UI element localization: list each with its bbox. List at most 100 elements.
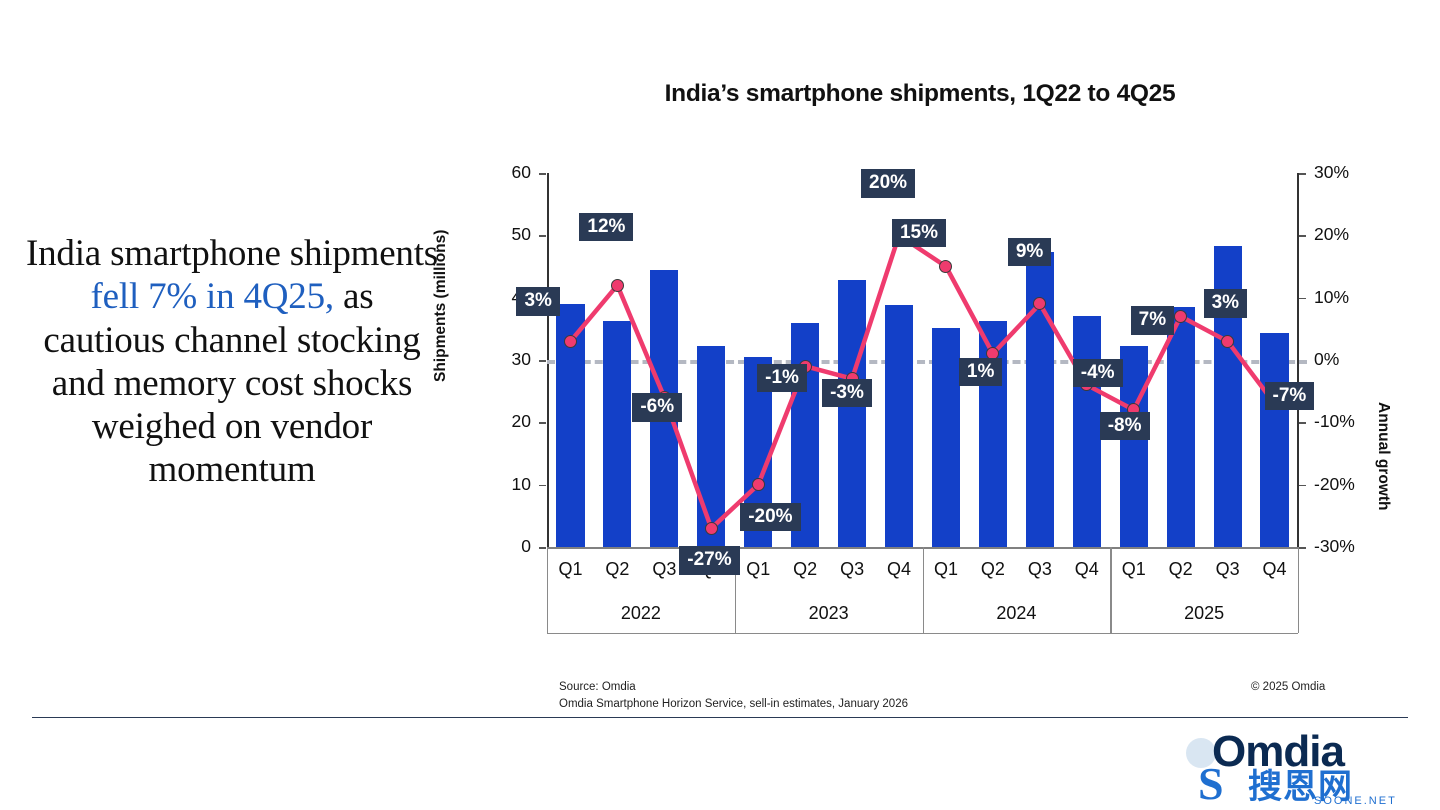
y-axis-right-tick-label: -20% (1314, 473, 1355, 494)
x-axis-year-label: 2025 (1184, 603, 1225, 623)
x-axis-year-label: 2024 (996, 603, 1037, 623)
zero-growth-reference-line (547, 360, 1307, 364)
y-axis-right-tick-label: 0% (1314, 349, 1340, 369)
y-axis-left-tick-mark (539, 173, 546, 175)
x-axis-quarter-label: Q3 (1027, 559, 1052, 579)
watermark: S 搜恩网 SOONE.NET (1196, 757, 1440, 810)
x-axis-quarter-label: Q4 (1262, 559, 1287, 579)
bar (838, 279, 867, 547)
growth-point (610, 278, 624, 292)
watermark-mark-icon: S (1198, 758, 1224, 809)
y-axis-left-tick-label: 30 (511, 349, 531, 369)
x-axis-quarter-label: Q3 (1215, 559, 1240, 579)
y-axis-right-title: Annual growth (1375, 402, 1392, 511)
y-axis-left-tick-mark (539, 422, 546, 424)
y-axis-left-title: Shipments (millions) (432, 229, 449, 382)
y-axis-left-tick-label: 60 (511, 162, 531, 182)
x-axis-group-separator (547, 547, 549, 633)
chart-title: India’s smartphone shipments, 1Q22 to 4Q… (664, 80, 1176, 107)
y-axis-right-tick-label: -10% (1314, 411, 1355, 432)
growth-point (939, 260, 953, 273)
y-axis-right-tick-mark (1299, 297, 1306, 300)
y-axis-left-tick-label: 20 (511, 411, 531, 432)
x-axis-quarter-label: Q4 (1074, 559, 1099, 579)
y-axis-right-tick-mark (1299, 484, 1306, 487)
x-axis-quarter-label: Q2 (793, 559, 818, 579)
y-axis-right-tick-label: -30% (1314, 536, 1355, 556)
growth-data-label: -1% (757, 364, 807, 393)
y-axis-right-tick-mark (1299, 422, 1306, 424)
growth-point (1221, 334, 1235, 348)
bar (884, 304, 914, 547)
y-axis-left-tick-mark (539, 547, 546, 549)
x-axis-quarter-label: Q1 (1121, 559, 1146, 579)
x-axis-quarter-label: Q2 (980, 559, 1005, 579)
growth-data-label: -8% (1099, 411, 1150, 441)
x-axis-group-separator (1110, 547, 1112, 633)
bar (697, 346, 726, 547)
x-axis-quarter-label: Q1 (933, 559, 958, 579)
growth-data-label: -3% (822, 378, 872, 407)
growth-point (751, 478, 765, 492)
omdia-logo-text: Omdia (1212, 727, 1345, 776)
y-axis-right-tick-label: 10% (1314, 286, 1350, 307)
bar (1072, 315, 1101, 547)
omdia-logo: Omdia (1186, 727, 1345, 777)
growth-line-series (568, 233, 1277, 531)
y-axis-right-tick-mark (1299, 547, 1306, 549)
y-axis-left-tick-label: 50 (511, 224, 531, 245)
watermark-text: 搜恩网 (1248, 768, 1353, 806)
x-axis-quarter-label: Q1 (558, 559, 583, 579)
growth-point (704, 521, 718, 535)
headline-part-2: as cautious channel stocking and memory … (43, 276, 421, 491)
headline-text: India smartphone shipments fell 7% in 4Q… (26, 232, 438, 492)
growth-data-label: -27% (679, 546, 740, 575)
growth-point (1033, 297, 1047, 311)
growth-data-label: -20% (740, 502, 801, 531)
growth-data-label: 12% (579, 213, 634, 242)
bar (603, 320, 632, 547)
headline-part-1: India smartphone shipments (26, 233, 439, 274)
bar (1260, 332, 1289, 547)
copyright-note: © 2025 Omdia (1251, 681, 1326, 693)
x-axis-group-separator (734, 547, 737, 633)
footer-divider (32, 717, 1408, 719)
y-axis-left-tick-mark (539, 484, 546, 487)
omdia-logo-mark (1186, 738, 1216, 768)
y-axis-right-tick-mark (1299, 235, 1306, 237)
growth-data-label: -4% (1072, 358, 1123, 388)
source-note: Source: Omdia Omdia Smartphone Horizon S… (559, 679, 908, 712)
x-axis-quarter-label: Q2 (605, 559, 630, 579)
y-axis-right-tick-mark (1299, 173, 1306, 175)
x-axis-year-label: 2023 (808, 603, 849, 623)
plot-area: 0102030405060 -30%-20%-10%0%10%20%30% 3%… (512, 162, 1355, 575)
x-axis-quarter-label: Q4 (887, 559, 912, 579)
growth-data-label: 1% (958, 357, 1003, 387)
bar (1119, 345, 1148, 547)
y-axis-left-tick-mark (539, 360, 546, 362)
growth-data-label: 7% (1130, 306, 1175, 335)
chart-container: Shipments (millions) Annual growth 0 10 20… (432, 150, 1410, 650)
x-axis-quarter-label: Q3 (840, 559, 865, 579)
growth-data-label: 3% (516, 287, 560, 316)
y-axis-left-tick-label: 10 (511, 473, 531, 494)
y-axis-left-tick-mark (539, 235, 546, 237)
x-axis-quarter-label: Q3 (652, 559, 677, 579)
growth-point (1174, 309, 1188, 323)
x-axis-group-separator (1298, 547, 1300, 633)
bar (931, 327, 961, 547)
headline-highlight: fell 7% in 4Q25, (90, 276, 335, 318)
x-axis-quarter-label: Q1 (746, 559, 771, 579)
growth-data-label: 3% (1203, 289, 1248, 318)
growth-data-label: -6% (632, 393, 683, 422)
x-axis-year-label: 2022 (620, 603, 661, 623)
growth-data-label: -7% (1264, 381, 1315, 410)
x-axis-quarter-label: Q2 (1168, 559, 1193, 579)
y-axis-left-tick-label: 0 (521, 536, 531, 556)
y-axis-right-tick-label: 20% (1314, 224, 1350, 245)
growth-data-label: 15% (891, 218, 946, 247)
growth-point (563, 334, 577, 348)
bar (1166, 307, 1195, 547)
growth-data-label: 20% (861, 169, 916, 198)
x-axis-bottom-rule (547, 633, 1298, 635)
